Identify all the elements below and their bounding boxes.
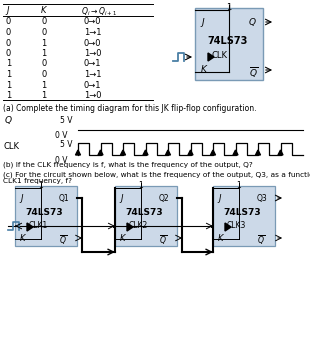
Text: J: J — [201, 18, 204, 27]
Text: Q: Q — [5, 116, 12, 125]
Text: K: K — [41, 6, 46, 15]
Text: CLK1: CLK1 — [29, 221, 48, 230]
Text: 0 V: 0 V — [55, 156, 68, 165]
Text: 1: 1 — [41, 49, 46, 58]
Polygon shape — [98, 150, 103, 155]
Text: J: J — [120, 194, 122, 203]
Text: 1→1: 1→1 — [84, 28, 101, 37]
Text: 0: 0 — [6, 28, 11, 37]
Text: 1→1: 1→1 — [84, 70, 101, 79]
Text: 1: 1 — [6, 81, 11, 90]
Polygon shape — [188, 150, 193, 155]
Text: 0→0: 0→0 — [84, 38, 101, 48]
Text: 74LS73: 74LS73 — [25, 208, 63, 217]
Polygon shape — [278, 150, 283, 155]
Polygon shape — [255, 150, 260, 155]
Text: 0→1: 0→1 — [84, 81, 101, 90]
Text: 1: 1 — [6, 91, 11, 100]
Text: 5 V: 5 V — [60, 116, 73, 125]
Text: $\overline{Q}$: $\overline{Q}$ — [257, 234, 265, 247]
Polygon shape — [76, 150, 81, 155]
Text: 0: 0 — [41, 18, 46, 27]
Text: 1: 1 — [237, 181, 241, 190]
Text: 0 V: 0 V — [55, 131, 68, 140]
Text: 1: 1 — [226, 3, 232, 12]
Text: 1: 1 — [41, 38, 46, 48]
Text: J: J — [218, 194, 220, 203]
FancyBboxPatch shape — [213, 186, 275, 246]
Polygon shape — [27, 223, 33, 231]
Text: CLK: CLK — [211, 51, 227, 60]
Text: Q: Q — [249, 18, 256, 27]
Text: CLK3: CLK3 — [227, 221, 246, 230]
Text: $\overline{Q}$: $\overline{Q}$ — [159, 234, 167, 247]
FancyBboxPatch shape — [115, 186, 177, 246]
Text: K: K — [218, 234, 224, 243]
Text: 74LS73: 74LS73 — [223, 208, 261, 217]
Text: 0: 0 — [6, 38, 11, 48]
FancyBboxPatch shape — [195, 8, 263, 80]
Text: (c) For the circuit shown below, what is the frequency of the output, Q3, as a f: (c) For the circuit shown below, what is… — [3, 171, 310, 184]
Text: 1: 1 — [6, 70, 11, 79]
Text: 0: 0 — [41, 60, 46, 68]
Text: 1: 1 — [139, 181, 143, 190]
Text: 0: 0 — [6, 18, 11, 27]
Text: 1: 1 — [39, 181, 43, 190]
Text: 1→0: 1→0 — [84, 49, 101, 58]
FancyBboxPatch shape — [15, 186, 77, 246]
Text: Q3: Q3 — [257, 194, 268, 203]
Polygon shape — [210, 150, 215, 155]
Text: 1→0: 1→0 — [84, 91, 101, 100]
Text: CLK: CLK — [3, 142, 19, 151]
Text: 0→0: 0→0 — [84, 18, 101, 27]
Text: 74LS73: 74LS73 — [125, 208, 163, 217]
Text: J: J — [6, 6, 8, 15]
Text: J: J — [20, 194, 23, 203]
Text: 74LS73: 74LS73 — [207, 36, 247, 46]
Text: 0→1: 0→1 — [84, 60, 101, 68]
Polygon shape — [127, 223, 133, 231]
Text: $\overline{Q}$: $\overline{Q}$ — [59, 234, 67, 247]
Text: 5 V: 5 V — [60, 140, 73, 149]
Polygon shape — [121, 150, 126, 155]
Polygon shape — [143, 150, 148, 155]
Text: K: K — [120, 234, 126, 243]
Text: 1: 1 — [41, 81, 46, 90]
Polygon shape — [233, 150, 238, 155]
Text: 0: 0 — [6, 49, 11, 58]
Polygon shape — [166, 150, 171, 155]
Polygon shape — [225, 223, 231, 231]
Text: 0: 0 — [41, 70, 46, 79]
Text: Q1: Q1 — [59, 194, 70, 203]
Text: 0: 0 — [41, 28, 46, 37]
Text: $Q_i \rightarrow Q_{i+1}$: $Q_i \rightarrow Q_{i+1}$ — [81, 6, 117, 19]
Text: 1: 1 — [41, 91, 46, 100]
Text: (a) Complete the timing diagram for this JK flip-flop configuration.: (a) Complete the timing diagram for this… — [3, 104, 256, 113]
Text: $\overline{Q}$: $\overline{Q}$ — [249, 65, 258, 80]
Text: (b) If the CLK frequency is f, what is the frequency of the output, Q?: (b) If the CLK frequency is f, what is t… — [3, 162, 253, 168]
Text: CLK2: CLK2 — [129, 221, 148, 230]
Polygon shape — [208, 53, 214, 61]
Text: Q2: Q2 — [159, 194, 170, 203]
Text: 1: 1 — [6, 60, 11, 68]
Text: K: K — [201, 65, 207, 74]
Text: K: K — [20, 234, 25, 243]
